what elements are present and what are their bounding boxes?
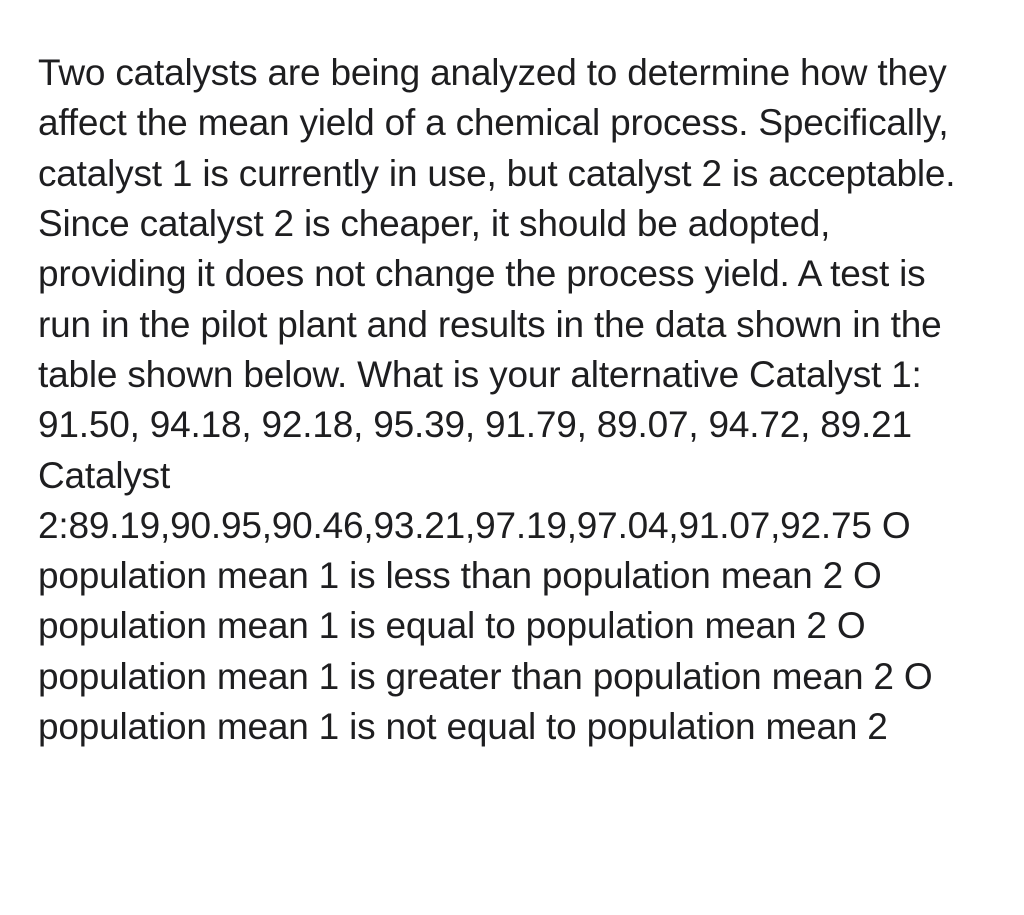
question-body: Two catalysts are being analyzed to dete…	[38, 48, 986, 752]
